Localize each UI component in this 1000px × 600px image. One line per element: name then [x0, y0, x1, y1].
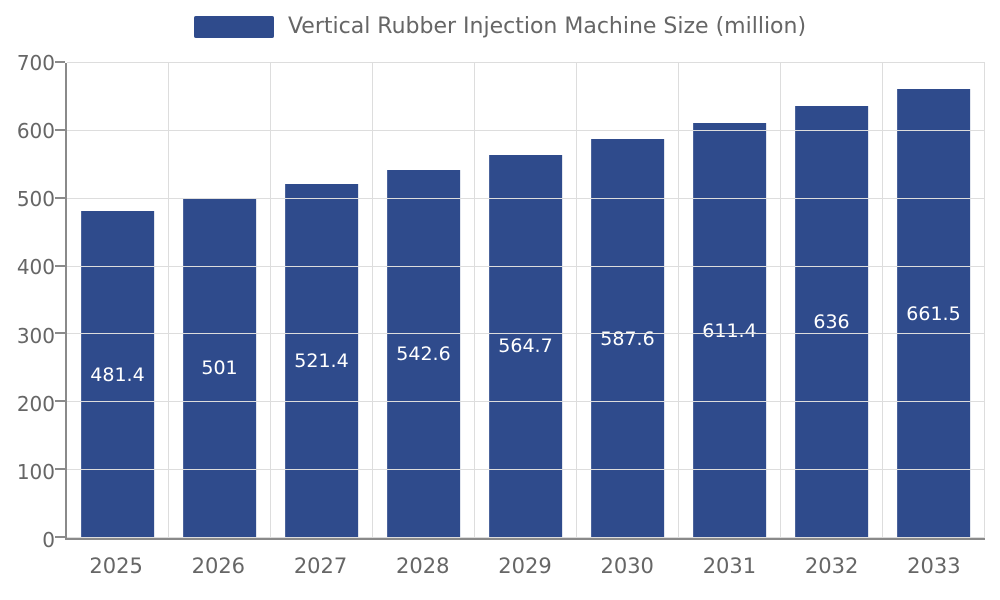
- gridline: [55, 196, 985, 199]
- bar-value-label: 611.4: [702, 319, 757, 342]
- x-tick-label: 2025: [89, 554, 143, 578]
- bar-value-label: 661.5: [906, 302, 961, 325]
- x-tick-label: 2028: [396, 554, 450, 578]
- bar-2025[interactable]: 481.4: [80, 211, 155, 538]
- bar-value-label: 521.4: [294, 350, 349, 373]
- gridline: [55, 264, 985, 267]
- bar-cell: 542.6: [373, 63, 475, 538]
- gridline: [55, 536, 985, 538]
- bar-2031[interactable]: 611.4: [692, 123, 767, 538]
- bar-2028[interactable]: 542.6: [386, 169, 461, 538]
- x-tick-label: 2031: [702, 554, 757, 578]
- legend[interactable]: Vertical Rubber Injection Machine Size (…: [0, 14, 1000, 39]
- y-tick-label: 600: [16, 119, 55, 144]
- bar-cell: 501: [169, 63, 271, 538]
- y-tick-label: 500: [16, 187, 55, 212]
- gridline: [55, 468, 985, 471]
- bar-cell: 587.6: [577, 63, 679, 538]
- bar-value-label: 587.6: [600, 327, 655, 350]
- bars-row: 481.4 501 521.4 542.6 564.7 587.6 611.4 636 661.…: [67, 63, 985, 538]
- y-tick-label: 400: [16, 255, 55, 280]
- bar-value-label: 481.4: [90, 363, 145, 386]
- y-tick-label: 0: [42, 528, 55, 552]
- bar-2029[interactable]: 564.7: [488, 154, 563, 538]
- bar-value-label: 636: [813, 311, 850, 334]
- gridline: [55, 61, 985, 63]
- bar-2033[interactable]: 661.5: [896, 89, 971, 538]
- x-tick-label: 2026: [191, 554, 246, 578]
- gridline: [55, 128, 985, 131]
- y-axis: 0 100 200 300 400 500 600 700: [0, 51, 55, 552]
- bar-value-label: 501: [201, 357, 238, 380]
- bar-cell: 661.5: [883, 63, 985, 538]
- bar-value-label: 542.6: [396, 342, 451, 365]
- x-tick-label: 2027: [293, 554, 348, 578]
- bar-2032[interactable]: 636: [794, 106, 869, 538]
- bar-cell: 521.4: [271, 63, 373, 538]
- x-tick-label: 2029: [498, 554, 552, 578]
- y-tick-label: 100: [16, 459, 55, 484]
- bar-cell: 564.7: [475, 63, 577, 538]
- bar-cell: 636: [781, 63, 883, 538]
- legend-label: Vertical Rubber Injection Machine Size (…: [287, 14, 807, 39]
- legend-swatch: [193, 15, 274, 38]
- x-axis: 2025 2026 2027 2028 2029 2030 2031 2032 2033: [65, 540, 985, 600]
- bar-cell: 481.4: [67, 63, 169, 538]
- y-tick-label: 700: [16, 51, 55, 75]
- bar-2027[interactable]: 521.4: [284, 184, 359, 538]
- y-tick-label: 300: [16, 323, 55, 348]
- x-tick-label: 2030: [600, 554, 654, 578]
- bar-value-label: 564.7: [498, 335, 553, 358]
- bar-2030[interactable]: 587.6: [590, 139, 665, 538]
- y-tick-label: 200: [16, 391, 55, 416]
- bar-cell: 611.4: [679, 63, 781, 538]
- x-tick-label: 2032: [804, 554, 859, 578]
- plot-area: 481.4 501 521.4 542.6 564.7 587.6 611.4 636 661.…: [55, 61, 985, 540]
- gridline: [55, 400, 985, 403]
- gridline: [55, 332, 985, 335]
- x-tick-label: 2033: [907, 554, 961, 578]
- bar-2026[interactable]: 501: [182, 198, 257, 538]
